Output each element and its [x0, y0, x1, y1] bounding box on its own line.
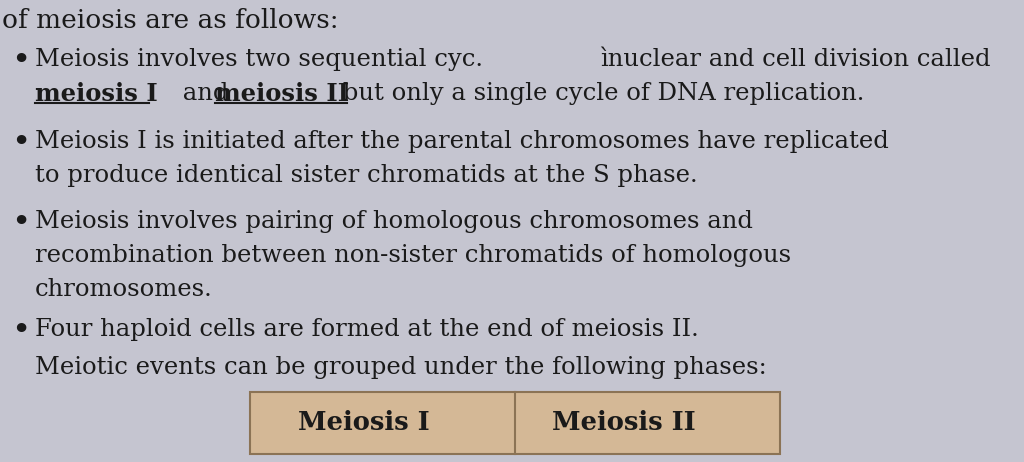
Text: Meiosis II: Meiosis II — [552, 411, 695, 436]
Text: Four haploid cells are formed at the end of meiosis II.: Four haploid cells are formed at the end… — [35, 318, 698, 341]
Text: chromosomes.: chromosomes. — [35, 278, 213, 301]
Text: of meiosis are as follows:: of meiosis are as follows: — [2, 8, 339, 33]
Text: •: • — [12, 48, 30, 74]
Text: •: • — [12, 318, 30, 344]
Text: Meiotic events can be grouped under the following phases:: Meiotic events can be grouped under the … — [35, 356, 767, 379]
Text: •: • — [12, 130, 30, 156]
FancyBboxPatch shape — [250, 392, 780, 454]
Text: and: and — [175, 82, 237, 105]
Text: recombination between non-sister chromatids of homologous: recombination between non-sister chromat… — [35, 244, 792, 267]
Text: •: • — [12, 210, 30, 236]
Text: Meiosis involves pairing of homologous chromosomes and: Meiosis involves pairing of homologous c… — [35, 210, 753, 233]
Text: meiosis I: meiosis I — [35, 82, 158, 106]
Text: to produce identical sister chromatids at the S phase.: to produce identical sister chromatids a… — [35, 164, 697, 187]
Text: Meiosis I is initiated after the parental chromosomes have replicated: Meiosis I is initiated after the parenta… — [35, 130, 889, 153]
Text: Meiosis involves two sequential cyc.: Meiosis involves two sequential cyc. — [35, 48, 483, 71]
Text: but only a single cycle of DNA replication.: but only a single cycle of DNA replicati… — [335, 82, 864, 105]
Text: Meiosis I: Meiosis I — [298, 411, 429, 436]
Text: meiosis II: meiosis II — [215, 82, 349, 106]
Text: ìnuclear and cell division called: ìnuclear and cell division called — [600, 48, 990, 71]
